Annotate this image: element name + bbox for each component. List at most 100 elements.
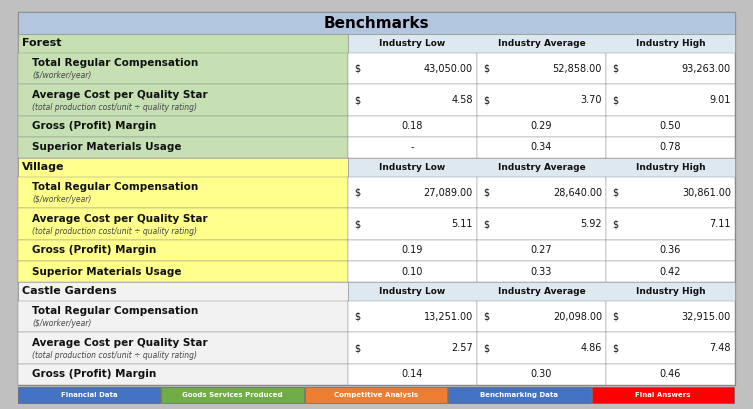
Text: (total production cost/unit ÷ quality rating): (total production cost/unit ÷ quality ra… — [32, 103, 197, 112]
Text: Final Answers: Final Answers — [635, 392, 691, 398]
Text: Superior Materials Usage: Superior Materials Usage — [32, 142, 181, 153]
Text: 0.14: 0.14 — [401, 369, 423, 380]
Bar — [348, 53, 477, 84]
Bar — [348, 84, 477, 116]
Text: 0.36: 0.36 — [660, 245, 681, 256]
Text: Average Cost per Quality Star: Average Cost per Quality Star — [32, 338, 208, 348]
Bar — [18, 261, 348, 282]
Text: Forest: Forest — [22, 38, 62, 48]
Text: Average Cost per Quality Star: Average Cost per Quality Star — [32, 214, 208, 224]
Text: ($/worker/year): ($/worker/year) — [32, 195, 91, 204]
Text: Gross (Profit) Margin: Gross (Profit) Margin — [32, 369, 157, 380]
Text: ($/worker/year): ($/worker/year) — [32, 71, 91, 80]
Bar — [18, 387, 160, 403]
Text: Benchmarking Data: Benchmarking Data — [480, 392, 559, 398]
Text: Castle Gardens: Castle Gardens — [22, 286, 117, 297]
Bar — [18, 209, 348, 240]
Bar — [477, 333, 606, 364]
Text: 0.46: 0.46 — [660, 369, 681, 380]
Bar — [18, 137, 348, 158]
Text: (total production cost/unit ÷ quality rating): (total production cost/unit ÷ quality ra… — [32, 227, 197, 236]
Bar — [606, 53, 735, 84]
Bar — [18, 84, 348, 116]
Text: $: $ — [483, 64, 489, 74]
Bar — [606, 301, 735, 333]
Bar — [477, 177, 606, 209]
Text: Gross (Profit) Margin: Gross (Profit) Margin — [32, 121, 157, 131]
Text: Industry Average: Industry Average — [498, 287, 585, 296]
Text: 7.11: 7.11 — [709, 219, 731, 229]
Bar — [348, 333, 477, 364]
Bar — [477, 301, 606, 333]
Text: 0.10: 0.10 — [401, 267, 423, 276]
Bar — [606, 261, 735, 282]
Bar — [161, 387, 303, 403]
Text: $: $ — [612, 219, 618, 229]
Bar — [18, 34, 348, 53]
Text: 0.34: 0.34 — [531, 142, 552, 153]
Bar — [18, 364, 348, 385]
Text: $: $ — [612, 95, 618, 105]
Text: 28,640.00: 28,640.00 — [553, 188, 602, 198]
Text: 32,915.00: 32,915.00 — [681, 312, 731, 322]
Text: $: $ — [612, 188, 618, 198]
Text: (total production cost/unit ÷ quality rating): (total production cost/unit ÷ quality ra… — [32, 351, 197, 360]
Text: $: $ — [354, 219, 360, 229]
Text: 2.57: 2.57 — [451, 343, 473, 353]
Bar — [348, 261, 477, 282]
Bar — [18, 158, 348, 177]
Bar — [348, 364, 477, 385]
Text: 93,263.00: 93,263.00 — [682, 64, 731, 74]
Text: 43,050.00: 43,050.00 — [424, 64, 473, 74]
Text: $: $ — [483, 219, 489, 229]
Bar — [348, 34, 735, 53]
Bar — [606, 137, 735, 158]
Bar — [448, 387, 590, 403]
Text: $: $ — [354, 64, 360, 74]
Bar — [606, 240, 735, 261]
Text: Average Cost per Quality Star: Average Cost per Quality Star — [32, 90, 208, 100]
Bar — [348, 158, 735, 177]
Text: 20,098.00: 20,098.00 — [553, 312, 602, 322]
Text: $: $ — [612, 312, 618, 322]
Bar — [18, 53, 348, 84]
Bar — [606, 209, 735, 240]
Bar — [18, 116, 348, 137]
Text: $: $ — [354, 343, 360, 353]
Text: Industry Low: Industry Low — [380, 39, 446, 48]
Text: 5.92: 5.92 — [581, 219, 602, 229]
Text: 4.58: 4.58 — [451, 95, 473, 105]
Text: Industry Average: Industry Average — [498, 163, 585, 172]
Text: $: $ — [483, 312, 489, 322]
Text: 13,251.00: 13,251.00 — [424, 312, 473, 322]
Text: Industry Average: Industry Average — [498, 39, 585, 48]
Text: Goods Services Produced: Goods Services Produced — [182, 392, 283, 398]
Bar — [348, 116, 477, 137]
Text: 0.18: 0.18 — [401, 121, 423, 131]
Bar — [18, 177, 348, 209]
Text: $: $ — [483, 343, 489, 353]
Text: 5.11: 5.11 — [451, 219, 473, 229]
Text: 7.48: 7.48 — [709, 343, 731, 353]
Text: $: $ — [612, 343, 618, 353]
Text: 0.42: 0.42 — [660, 267, 681, 276]
Text: Industry Low: Industry Low — [380, 163, 446, 172]
Text: 0.33: 0.33 — [531, 267, 552, 276]
Bar — [606, 177, 735, 209]
Bar — [477, 261, 606, 282]
Bar — [348, 301, 477, 333]
Bar — [348, 282, 735, 301]
Text: Village: Village — [22, 162, 65, 173]
Text: Total Regular Compensation: Total Regular Compensation — [32, 58, 198, 68]
Text: ($/worker/year): ($/worker/year) — [32, 319, 91, 328]
Text: $: $ — [612, 64, 618, 74]
Bar — [348, 209, 477, 240]
Bar — [606, 364, 735, 385]
Text: Gross (Profit) Margin: Gross (Profit) Margin — [32, 245, 157, 256]
Text: Competitive Analysis: Competitive Analysis — [334, 392, 418, 398]
Text: Industry High: Industry High — [636, 287, 706, 296]
Text: Industry High: Industry High — [636, 39, 706, 48]
Bar — [477, 137, 606, 158]
Bar — [18, 12, 735, 34]
Text: 27,089.00: 27,089.00 — [424, 188, 473, 198]
